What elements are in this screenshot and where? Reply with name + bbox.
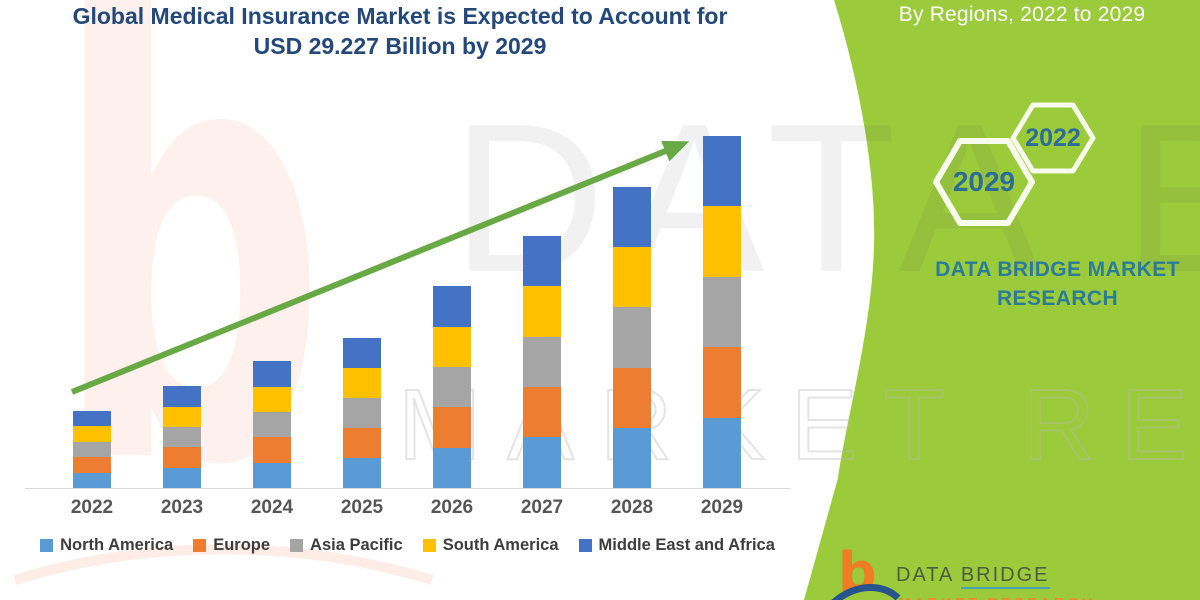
bar-2027 <box>523 235 561 488</box>
title-line-2: USD 29.227 Billion by 2029 <box>253 33 547 59</box>
hexagon-2029-label: 2029 <box>952 166 1016 197</box>
legend-item-europe: Europe <box>193 536 270 555</box>
bar-segment <box>703 347 741 418</box>
panel-brand-line-2: RESEARCH <box>996 287 1119 310</box>
bar-segment <box>433 286 471 327</box>
bar-segment <box>343 367 381 398</box>
legend-swatch <box>422 539 436 552</box>
bar-2023 <box>163 386 201 488</box>
bar-segment <box>343 397 381 428</box>
x-axis-label: 2029 <box>700 497 744 518</box>
hexagon-2022-icon <box>1010 102 1096 174</box>
bar-segment <box>703 206 741 277</box>
bar-2022 <box>73 411 111 488</box>
bar-segment <box>613 247 651 308</box>
legend-label: North America <box>60 536 174 554</box>
footer-brand-word-bridge: BRIDGE <box>960 564 1050 589</box>
bar-segment <box>253 412 291 438</box>
page-title: Global Medical Insurance Market is Expec… <box>35 1 765 61</box>
x-axis-label: 2022 <box>70 497 114 518</box>
legend-label: Asia Pacific <box>310 536 403 554</box>
chart-legend: North America Europe Asia Pacific South Ame… <box>0 536 815 555</box>
bar-segment <box>613 427 651 488</box>
x-axis-label: 2023 <box>160 497 204 518</box>
panel-heading: By Regions, 2022 to 2029 <box>898 3 1146 26</box>
legend-swatch <box>290 539 304 552</box>
legend-label: Europe <box>213 536 271 554</box>
legend-swatch <box>40 539 54 552</box>
legend-item-north-america: North America <box>40 536 173 555</box>
x-axis-label: 2025 <box>340 497 384 518</box>
x-axis-line <box>25 488 790 489</box>
bar-segment <box>343 337 381 368</box>
x-axis-label: 2028 <box>610 497 654 518</box>
bar-segment <box>73 441 111 458</box>
bar-2026 <box>433 286 471 488</box>
bar-segment <box>523 286 561 337</box>
bar-segment <box>703 276 741 347</box>
bar-segment <box>163 426 201 448</box>
legend-swatch <box>193 539 207 552</box>
bar-segment <box>253 361 291 387</box>
bar-segment <box>703 135 741 206</box>
bar-2024 <box>253 361 291 488</box>
title-line-1: Global Medical Insurance Market is Expec… <box>72 3 728 29</box>
bar-2025 <box>343 337 381 488</box>
bar-segment <box>163 447 201 468</box>
bar-segment <box>613 367 651 428</box>
bar-segment <box>73 426 111 442</box>
footer-brand: DATA BRIDGE <box>896 564 1050 589</box>
legend-label: South America <box>442 536 559 554</box>
legend-item-south-america: South America <box>422 536 559 555</box>
footer-brand-tagline: MARKET RESEARCH <box>898 595 1096 600</box>
bar-segment <box>163 406 201 427</box>
panel-brand-line-1: DATA BRIDGE MARKET <box>935 258 1180 281</box>
bar-segment <box>163 386 201 407</box>
bar-segment <box>73 472 111 488</box>
bar-segment <box>613 307 651 368</box>
panel-shape <box>804 0 1200 600</box>
bar-segment <box>73 411 111 427</box>
footer-brand-word-data: DATA <box>896 564 954 586</box>
bar-segment <box>613 186 651 248</box>
legend-swatch <box>578 539 592 552</box>
bar-segment <box>433 447 471 488</box>
bar-segment <box>433 326 471 367</box>
bar-segment <box>433 366 471 408</box>
bar-segment <box>253 437 291 463</box>
bar-segment <box>163 467 201 488</box>
bar-segment <box>523 437 561 488</box>
panel-brand-text: DATA BRIDGE MARKET RESEARCH <box>920 255 1195 313</box>
bar-segment <box>523 235 561 287</box>
legend-item-asia-pacific: Asia Pacific <box>290 536 403 555</box>
bar-segment <box>523 387 561 438</box>
bar-segment <box>73 457 111 473</box>
watermark-text-primary: DATA BRIDGE <box>452 79 1200 316</box>
bar-2028 <box>613 186 651 488</box>
bar-segment <box>523 336 561 388</box>
x-axis-label: 2024 <box>250 497 294 518</box>
legend-label: Middle East and Africa <box>598 536 775 554</box>
bar-2029 <box>703 135 741 488</box>
x-axis-label: 2026 <box>430 497 474 518</box>
bar-segment <box>343 457 381 488</box>
hexagon-2022-label: 2022 <box>1025 124 1081 152</box>
hexagon-2029-icon <box>933 138 1035 226</box>
bar-segment <box>433 407 471 448</box>
bar-segment <box>253 462 291 488</box>
bar-segment <box>343 427 381 458</box>
bar-segment <box>703 417 741 488</box>
x-axis-label: 2027 <box>520 497 564 518</box>
bar-segment <box>253 386 291 412</box>
legend-item-middle-east-and-africa: Middle East and Africa <box>578 536 775 555</box>
